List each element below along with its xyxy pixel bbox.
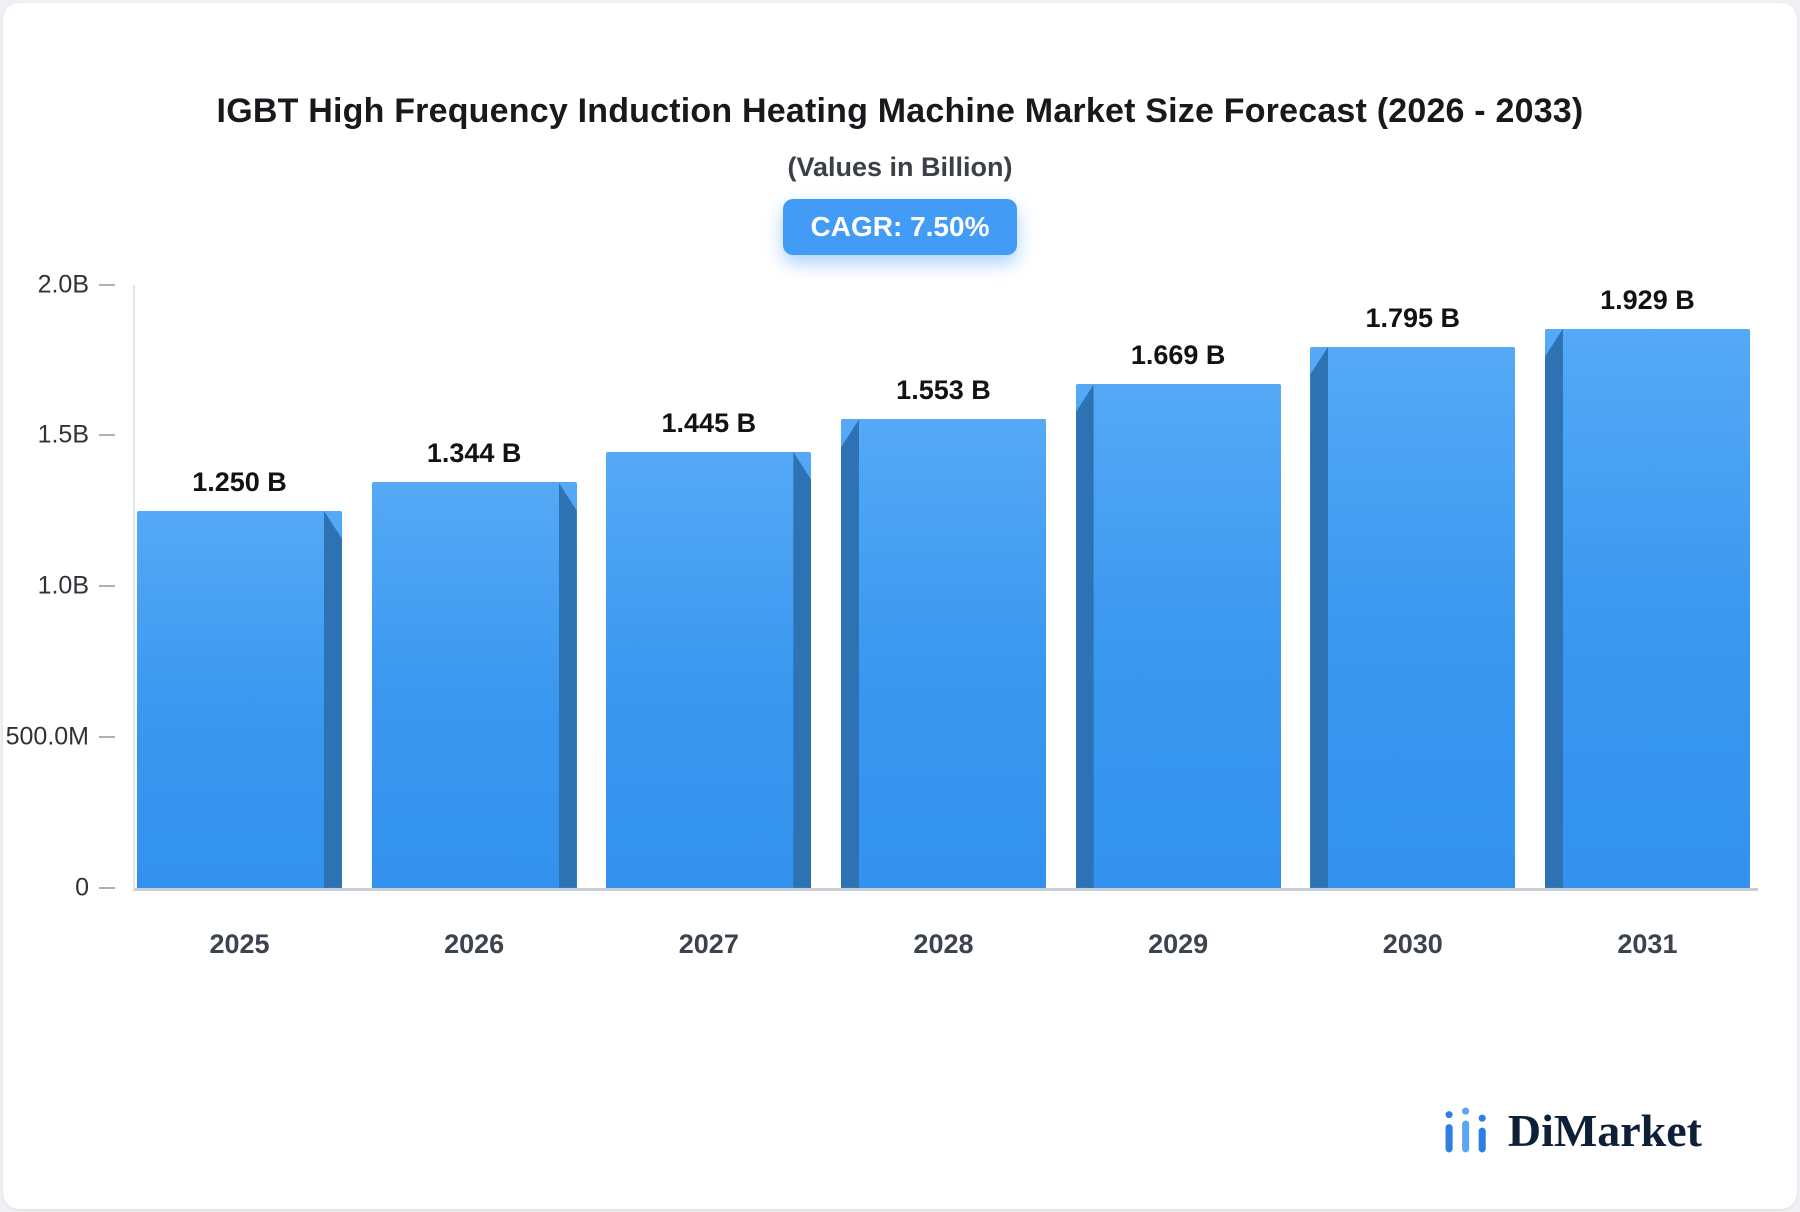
y-tick-label-0: 0	[75, 873, 89, 902]
bar-2026[interactable]	[371, 482, 577, 888]
x-axis-label-2030: 2030	[1382, 928, 1443, 959]
chart-subtitle: (Values in Billion)	[787, 151, 1013, 182]
y-tick-mark	[99, 434, 115, 437]
bar-column-2029: 1.669 B 2029	[1075, 285, 1281, 959]
bar-3d-side	[840, 419, 859, 888]
bar-2029[interactable]	[1075, 384, 1281, 888]
x-axis-label-2031: 2031	[1617, 928, 1678, 959]
bar-2025[interactable]	[137, 510, 342, 888]
bar-value-label-2027: 1.445 B	[661, 408, 757, 439]
bar-value-label-2030: 1.795 B	[1365, 302, 1461, 333]
x-axis-label-2026: 2026	[444, 928, 505, 959]
bar-column-2031: 1.929 B 2031	[1544, 284, 1750, 959]
bar-2027[interactable]	[606, 452, 812, 888]
bar-3d-side	[558, 482, 577, 888]
x-axis-label-2027: 2027	[678, 928, 739, 959]
bar-3d-side	[1075, 384, 1094, 888]
bar-value-label-2025: 1.250 B	[192, 466, 287, 497]
bar-value-label-2029: 1.669 B	[1130, 340, 1226, 371]
bar-column-2026: 1.344 B 2026	[371, 285, 577, 959]
y-tick-label-1.0B: 1.0B	[37, 571, 89, 600]
chart-title: IGBT High Frequency Induction Heating Ma…	[216, 92, 1584, 130]
cagr-badge: CAGR: 7.50%	[782, 198, 1018, 255]
chart-area: 1.250 B 2025 1.344 B 2026 1.445 B 2027 1.553 B…	[3, 270, 1797, 1003]
bar-chart-icon	[1445, 1107, 1486, 1153]
y-tick-label-1.5B: 1.5B	[37, 420, 89, 449]
y-tick-mark	[99, 585, 115, 588]
bar-value-label-2031: 1.929 B	[1600, 284, 1695, 315]
chart-header: IGBT High Frequency Induction Heating Ma…	[3, 3, 1797, 255]
x-axis-label-2028: 2028	[913, 928, 974, 959]
bar-3d-side	[1310, 346, 1329, 888]
bars-container: 1.250 B 2025 1.344 B 2026 1.445 B 2027 1.553 B…	[135, 284, 1758, 959]
bar-2031[interactable]	[1544, 328, 1750, 888]
bar-2030[interactable]	[1310, 346, 1516, 888]
y-tick-label-2.0B: 2.0B	[37, 270, 89, 299]
bar-column-2025: 1.250 B 2025	[137, 285, 342, 959]
bar-3d-side	[793, 452, 812, 888]
y-tick-mark	[99, 283, 115, 286]
bar-3d-side	[324, 510, 342, 888]
bar-value-label-2026: 1.344 B	[426, 438, 522, 469]
chart-card: IGBT High Frequency Induction Heating Ma…	[3, 3, 1797, 1209]
y-tick-label-500.0M: 500.0M	[5, 722, 89, 751]
bar-3d-side	[1544, 328, 1563, 888]
logo-wordmark: DiMarket	[1507, 1105, 1702, 1156]
bar-column-2028: 1.553 B 2028	[840, 285, 1046, 959]
bar-value-label-2028: 1.553 B	[896, 375, 991, 406]
plot-area: 1.250 B 2025 1.344 B 2026 1.445 B 2027 1.553 B…	[6, 270, 1758, 959]
bar-column-2030: 1.795 B 2030	[1310, 285, 1516, 959]
bar-2028[interactable]	[840, 419, 1046, 888]
x-axis-label-2029: 2029	[1148, 928, 1209, 959]
y-tick-mark	[99, 735, 115, 738]
y-tick-mark	[99, 886, 115, 889]
bar-column-2027: 1.445 B 2027	[606, 285, 812, 959]
brand-footer: DiMarket	[1442, 1106, 1702, 1154]
x-axis-label-2025: 2025	[209, 928, 270, 959]
